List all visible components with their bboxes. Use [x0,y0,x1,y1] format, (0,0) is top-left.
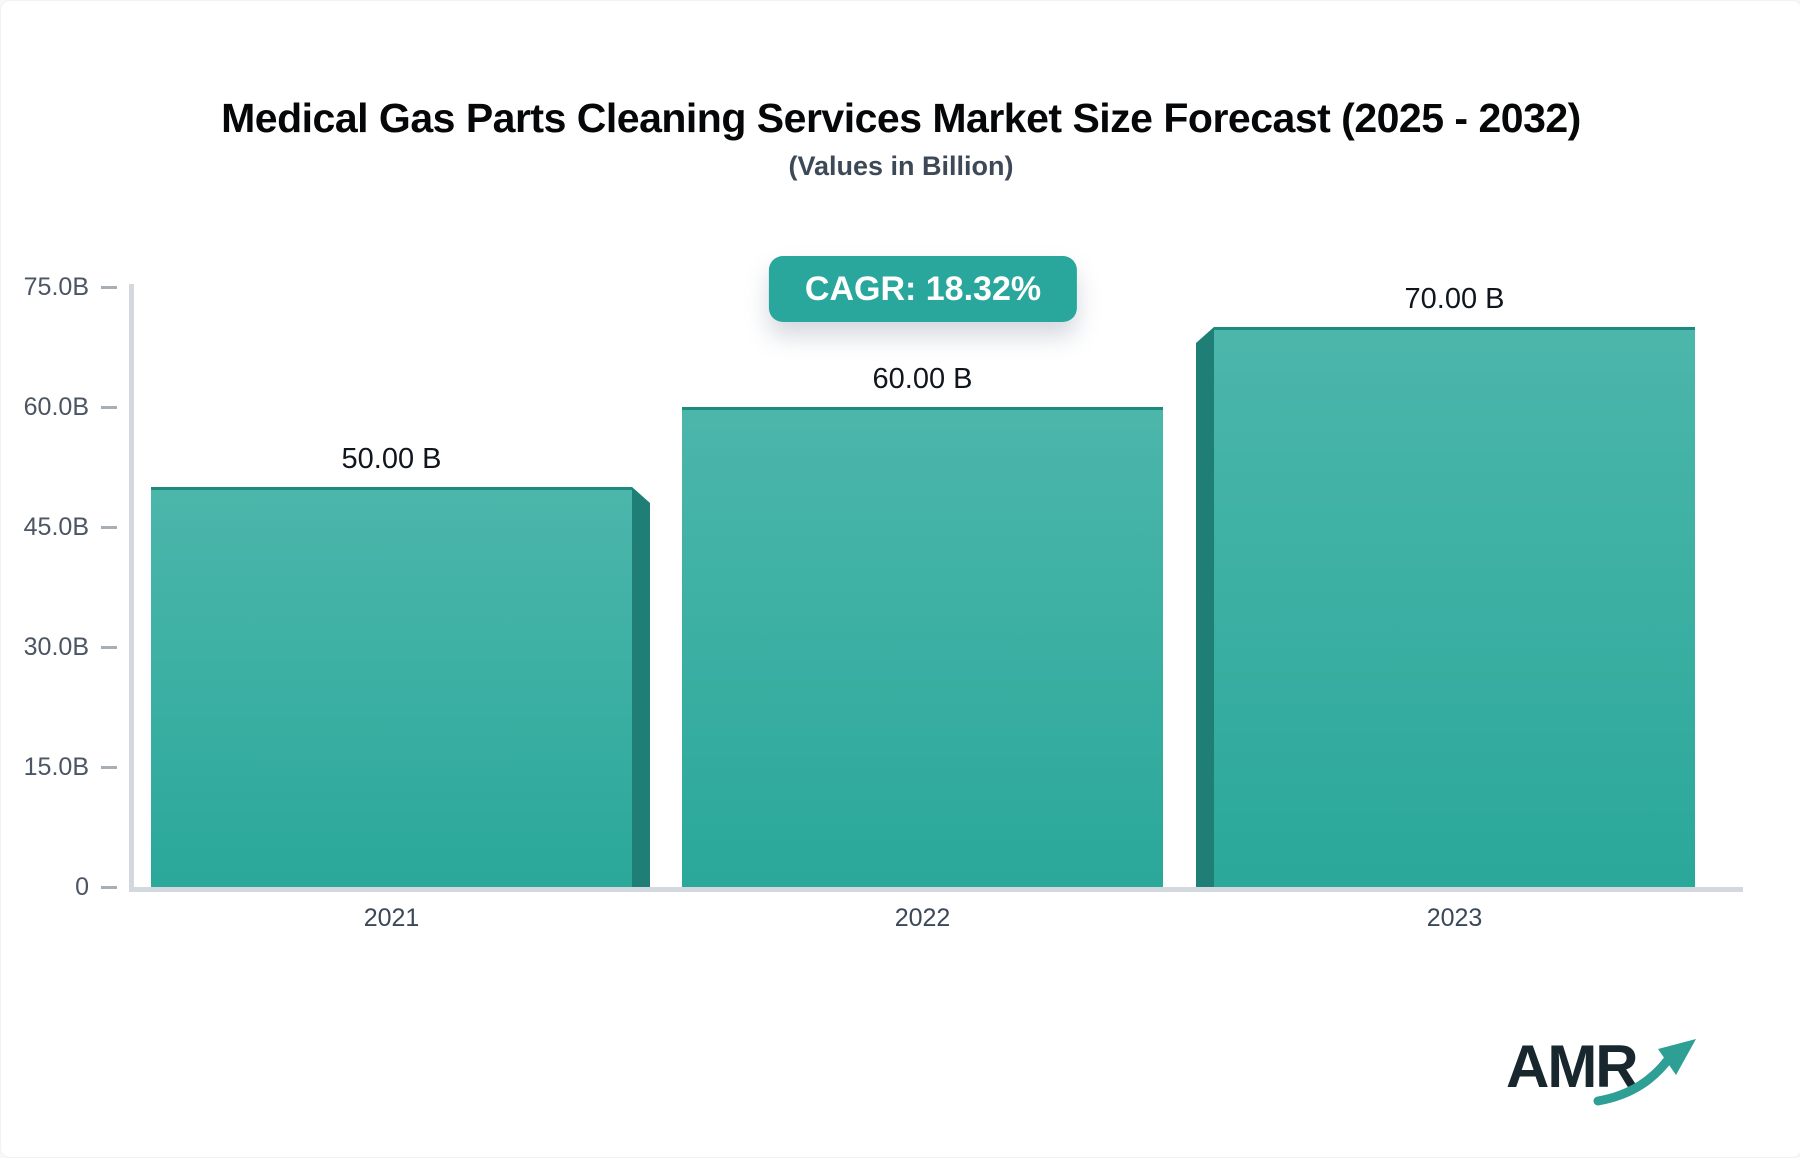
bar-3d-bevel [1196,327,1214,887]
y-tick-dash [101,286,117,289]
y-tick-dash [101,886,117,889]
x-axis-line [129,887,1743,892]
bar-3d-bevel [632,487,650,887]
amr-logo-text: AMR [1506,1033,1638,1100]
bar-2021 [151,487,632,887]
x-axis-label-2021: 2021 [363,904,420,932]
amr-logo-arrow-icon [1593,1052,1675,1106]
y-tick-label: 60.0B [23,393,89,421]
bar-value-label-2022: 60.00 B [872,363,973,395]
y-tick-dash [101,766,117,769]
y-axis-line [129,284,134,889]
y-tick-label: 15.0B [23,753,89,781]
y-tick-dash [101,646,117,649]
y-tick-label: 30.0B [23,633,89,661]
y-tick-label: 45.0B [23,513,89,541]
amr-logo: AMR [1506,1033,1696,1106]
amr-logo-arrowhead-icon [1658,1039,1696,1075]
chart-title: Medical Gas Parts Cleaning Services Mark… [221,95,1581,141]
bar-value-label-2021: 50.00 B [341,443,442,475]
cagr-badge: CAGR: 18.32% [768,256,1078,322]
y-tick-label: 75.0B [23,273,89,301]
bar-value-label-2023: 70.00 B [1404,283,1505,315]
bar-2023 [1214,327,1695,887]
x-axis-label-2022: 2022 [894,904,951,932]
y-tick-dash [101,526,117,529]
bar-2022 [682,407,1163,887]
y-tick-dash [101,406,117,409]
x-axis-label-2023: 2023 [1426,904,1483,932]
y-tick-label: 0 [75,873,89,901]
chart-subtitle: (Values in Billion) [788,151,1014,181]
